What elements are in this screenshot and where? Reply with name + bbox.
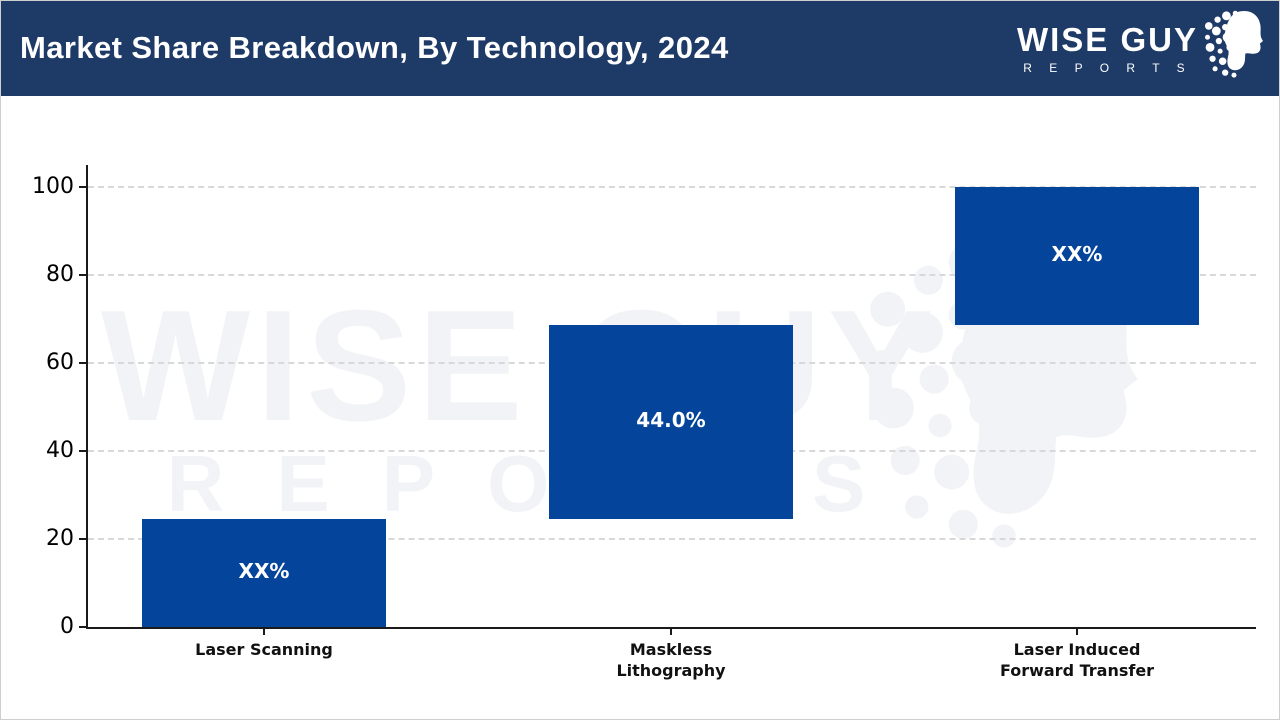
gridline [88, 537, 1256, 540]
x-axis-tick-label: Laser Induced Forward Transfer [999, 640, 1155, 680]
y-axis-line [86, 165, 88, 627]
bar [142, 519, 386, 627]
y-axis-tick-label: 100 [32, 173, 74, 199]
x-tick-mark [670, 629, 672, 635]
x-tick-mark [263, 629, 265, 635]
bar [955, 186, 1199, 326]
y-axis-tick-label: 40 [46, 437, 74, 463]
brand-subtext: R E P O R T S [1023, 60, 1192, 75]
wiseguy-face-icon [1204, 10, 1264, 78]
y-axis-tick-label: 80 [46, 261, 74, 287]
y-tick-mark [79, 273, 87, 276]
gridline [88, 273, 1256, 276]
y-tick-mark [79, 537, 87, 540]
y-axis-tick-label: 60 [46, 349, 74, 375]
x-axis-tick-label: Laser Scanning [195, 640, 333, 659]
watermark-wordmark: WISE GUY [100, 278, 940, 454]
y-axis-tick-label: 0 [60, 614, 74, 639]
bar-value-label: XX% [238, 559, 290, 584]
brand-logo: WISE GUY R E P O R T S [1017, 6, 1266, 90]
bar [549, 325, 793, 520]
gridline [88, 185, 1256, 188]
y-tick-mark [79, 626, 87, 628]
brand-logo-text: WISE GUY R E P O R T S [1016, 20, 1198, 75]
y-axis-tick-label: 20 [46, 525, 74, 551]
x-tick-mark [1076, 629, 1078, 635]
bar-value-label: XX% [1051, 241, 1103, 266]
y-tick-mark [79, 185, 87, 188]
x-axis-line [86, 627, 1256, 629]
page-title: Market Share Breakdown, By Technology, 2… [20, 30, 729, 65]
brand-wordmark: WISE GUY [1016, 20, 1198, 58]
header-banner: Market Share Breakdown, By Technology, 2… [0, 0, 1280, 96]
y-tick-mark [79, 449, 87, 452]
x-axis-tick-label: Maskless Lithography [616, 640, 726, 680]
bar-value-label: 44.0% [636, 408, 706, 433]
y-tick-mark [79, 361, 87, 364]
